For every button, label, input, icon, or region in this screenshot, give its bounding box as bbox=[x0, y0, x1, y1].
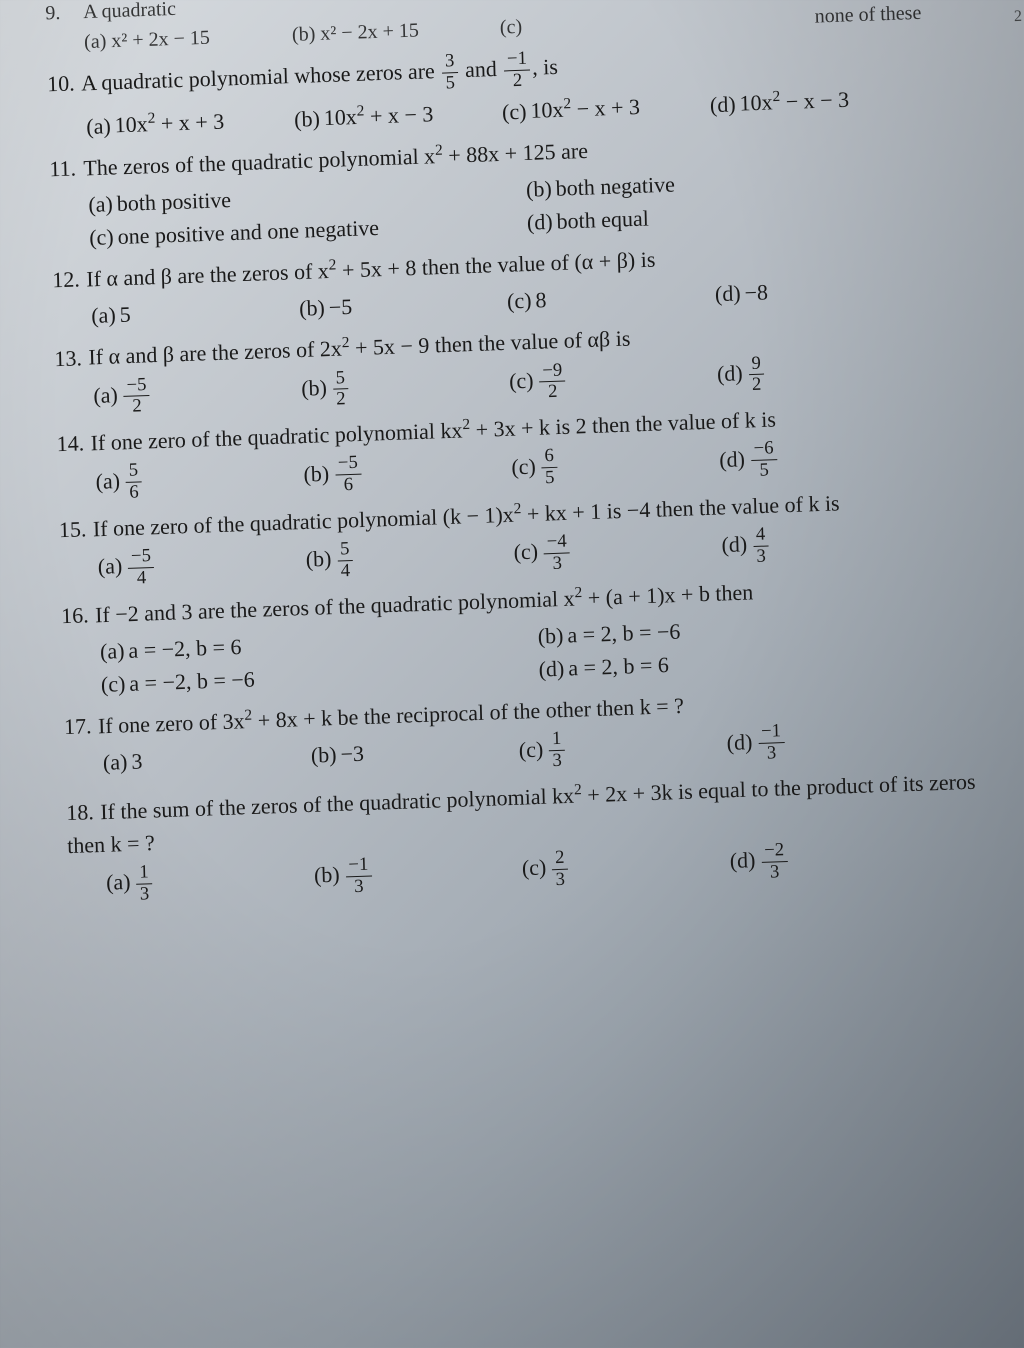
questions-container: 10.A quadratic polynomial whose zeros ar… bbox=[47, 33, 1017, 906]
option-d: (d)−13 bbox=[726, 718, 907, 765]
option-a: (a)3 bbox=[103, 740, 284, 787]
question-18: 18.If the sum of the zeros of the quadra… bbox=[66, 763, 1017, 907]
q9-num: 9. bbox=[45, 0, 80, 28]
option-d: (d)92 bbox=[717, 350, 898, 397]
option-c: (c)8 bbox=[507, 279, 688, 318]
option-d: (d)−8 bbox=[715, 271, 896, 310]
option-c: (c)65 bbox=[511, 443, 692, 490]
option-b: (b)54 bbox=[305, 536, 486, 583]
option-c: (c)−43 bbox=[513, 528, 694, 575]
option-b: (b)−3 bbox=[310, 733, 491, 780]
option-b: (b)−13 bbox=[314, 851, 495, 898]
option-b: (b)−56 bbox=[303, 450, 484, 497]
q9-opt-c: (c) bbox=[500, 6, 681, 42]
q9-opt-a: (a) x² + 2x − 15 bbox=[84, 21, 265, 57]
option-b: (b)52 bbox=[301, 364, 482, 411]
option-b: (b)10x2 + x − 3 bbox=[294, 96, 475, 136]
option-c: (c)−92 bbox=[509, 357, 690, 404]
page-content: 9. A quadratic (a) x² + 2x − 15 (b) x² −… bbox=[0, 0, 1024, 936]
option-b: (b)−5 bbox=[299, 286, 480, 325]
q9-stem: A quadratic bbox=[83, 0, 176, 23]
option-a: (a)5 bbox=[91, 293, 272, 332]
q9-opt-b: (b) x² − 2x + 15 bbox=[292, 14, 473, 50]
option-d: (d)43 bbox=[721, 521, 902, 568]
page-edge-marker: 2 bbox=[1014, 8, 1023, 26]
option-d: (d)−65 bbox=[719, 435, 900, 482]
option-a: (a)−52 bbox=[93, 371, 274, 418]
option-c: (c)10x2 − x + 3 bbox=[502, 89, 683, 129]
option-d: (d)10x2 − x − 3 bbox=[710, 81, 891, 121]
option-d: (d)−23 bbox=[729, 837, 910, 884]
option-c: (c)13 bbox=[518, 725, 699, 772]
q9-opt-d: none of these bbox=[814, 0, 995, 32]
option-a: (a)10x2 + x + 3 bbox=[86, 103, 267, 143]
option-c: (c)23 bbox=[521, 844, 702, 891]
option-a: (a)13 bbox=[106, 859, 287, 906]
option-a: (a)−54 bbox=[97, 543, 278, 590]
option-a: (a)56 bbox=[95, 457, 276, 504]
